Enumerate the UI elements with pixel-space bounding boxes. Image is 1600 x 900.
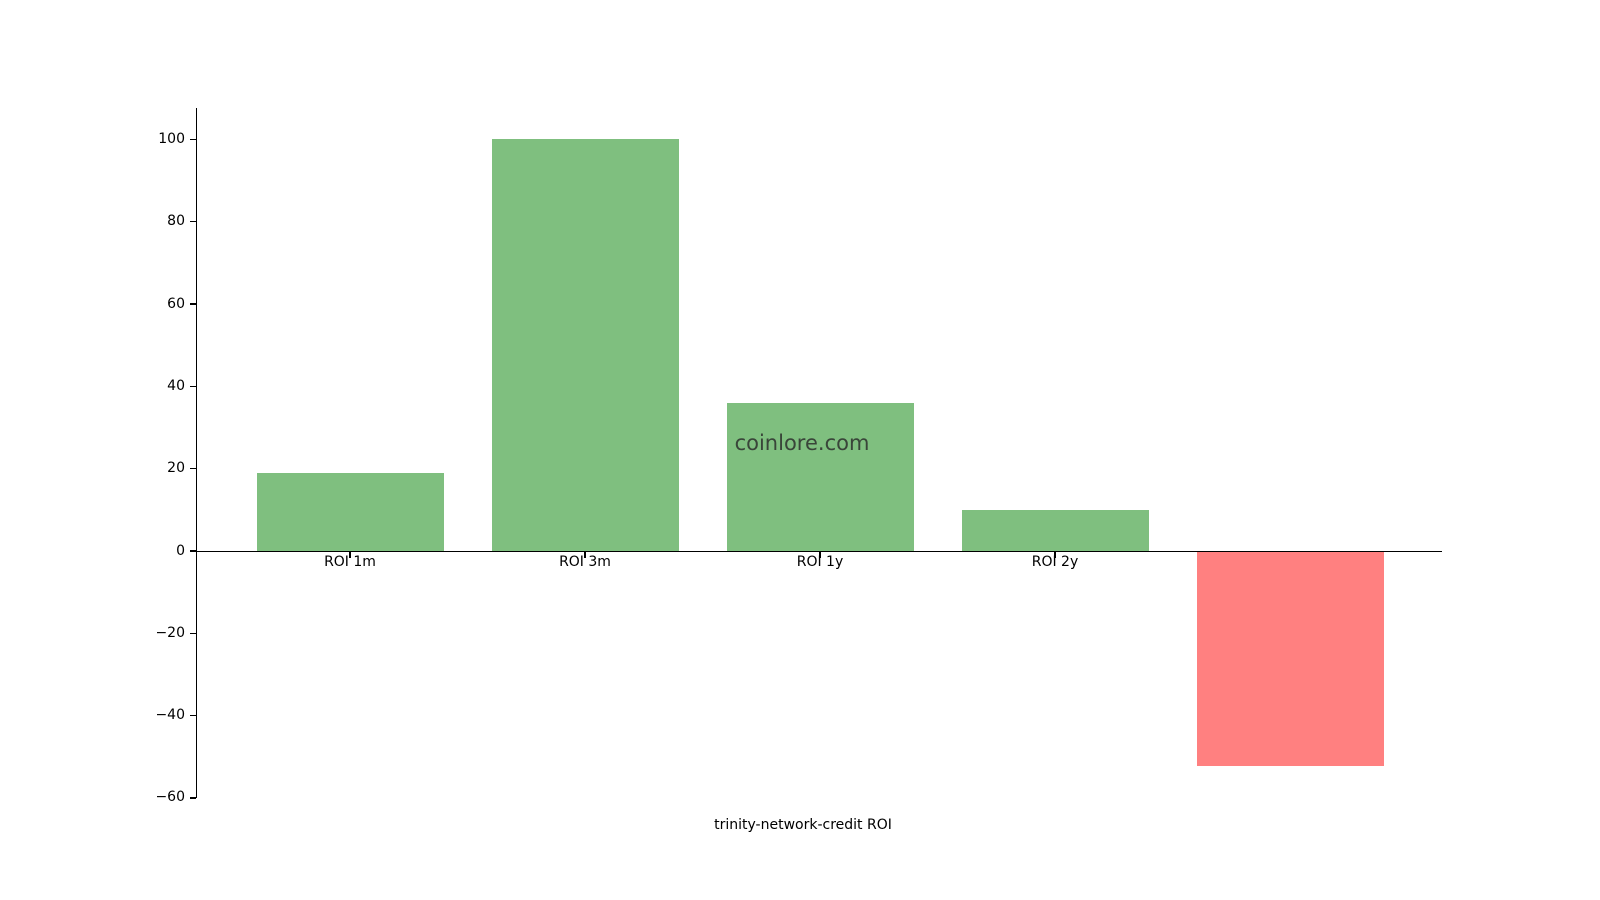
y-tick-label: −20: [155, 624, 185, 641]
y-tick-label: 20: [167, 460, 185, 477]
y-tick-mark: [190, 550, 196, 552]
y-tick-mark: [190, 303, 196, 305]
chart-xlabel: trinity-network-credit ROI: [714, 817, 892, 833]
x-tick-label: ROI 3m: [559, 553, 611, 570]
y-tick-label: −40: [155, 707, 185, 724]
y-tick-label: 100: [158, 130, 185, 147]
bar-roi-1y: [726, 402, 914, 551]
x-axis-zero-line: [196, 551, 1442, 553]
y-tick-mark: [190, 385, 196, 387]
x-tick-label: ROI 2y: [1031, 553, 1079, 570]
y-tick-mark: [190, 221, 196, 223]
y-tick-mark: [190, 632, 196, 634]
bar-roi-4: [1196, 552, 1384, 767]
y-axis-line: [196, 108, 198, 798]
y-tick-mark: [190, 138, 196, 140]
y-tick-mark: [190, 797, 196, 799]
y-tick-label: 80: [167, 213, 185, 230]
bar-roi-3m: [491, 139, 679, 551]
y-tick-mark: [190, 715, 196, 717]
x-tick-mark: [819, 551, 821, 558]
y-tick-mark: [190, 468, 196, 470]
y-tick-label: 40: [167, 377, 185, 394]
bar-roi-1m: [256, 472, 444, 551]
bar-roi-2y: [961, 509, 1149, 551]
y-tick-label: −60: [155, 789, 185, 806]
watermark-text: coinlore.com: [734, 431, 870, 455]
x-tick-mark: [584, 551, 586, 558]
y-tick-label: 60: [167, 295, 185, 312]
x-tick-mark: [349, 551, 351, 558]
x-tick-label: ROI 1y: [796, 553, 844, 570]
y-tick-label: 0: [176, 542, 185, 559]
x-tick-label: ROI 1m: [324, 553, 376, 570]
x-tick-mark: [1054, 551, 1056, 558]
